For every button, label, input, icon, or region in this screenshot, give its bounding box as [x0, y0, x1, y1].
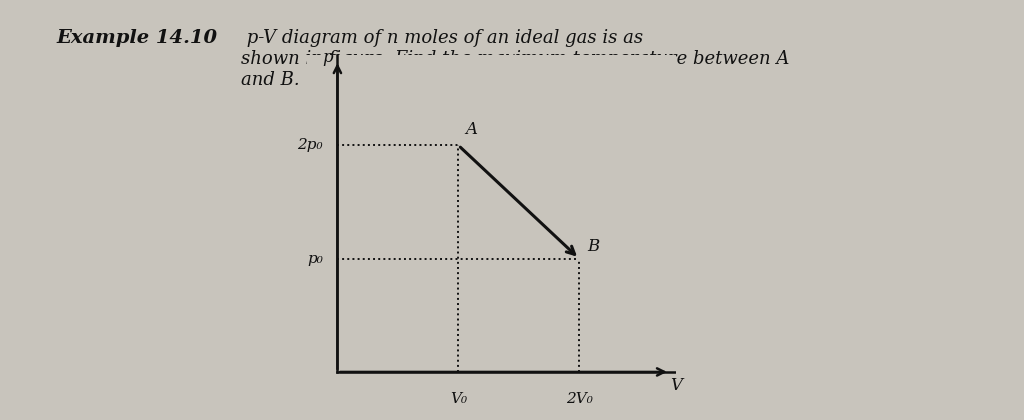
Text: p: p [323, 49, 333, 66]
Text: B: B [588, 238, 600, 255]
Text: p-V diagram of n moles of an ideal gas is as
shown in figure. Find the maximum t: p-V diagram of n moles of an ideal gas i… [241, 29, 790, 89]
Text: V: V [670, 377, 682, 394]
Text: Example 14.10: Example 14.10 [56, 29, 217, 47]
Text: p₀: p₀ [307, 252, 323, 265]
Text: A: A [466, 121, 477, 138]
Text: 2V₀: 2V₀ [565, 392, 593, 406]
Text: V₀: V₀ [450, 392, 467, 406]
Text: 2p₀: 2p₀ [297, 138, 323, 152]
